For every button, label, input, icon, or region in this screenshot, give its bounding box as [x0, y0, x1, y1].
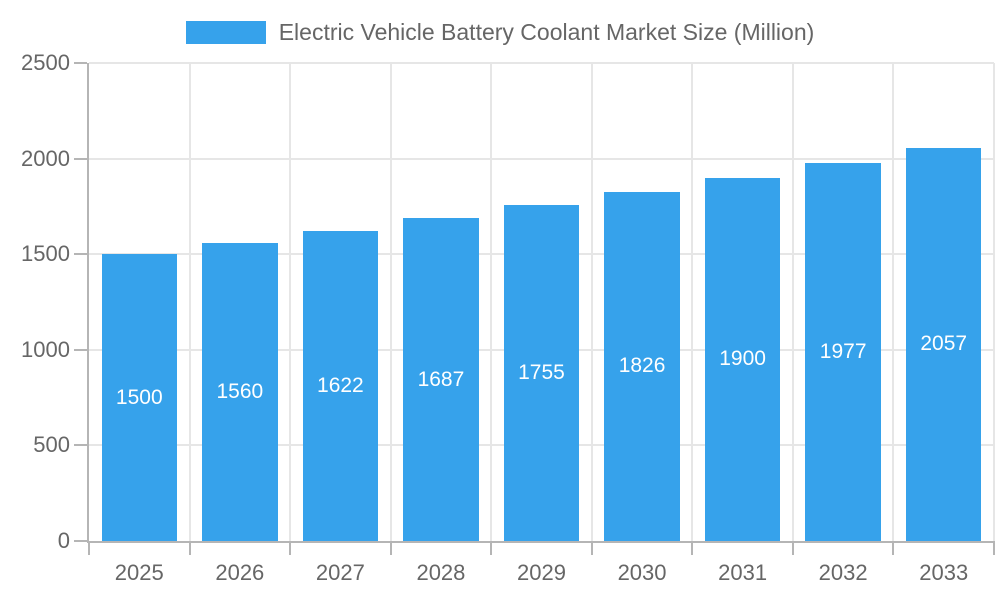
bar	[101, 254, 177, 541]
bar	[202, 242, 278, 541]
bar-value-label: 1755	[518, 361, 565, 385]
bar	[503, 205, 580, 541]
legend-swatch	[185, 21, 266, 44]
y-axis-tick	[74, 62, 87, 64]
bar-value-label: 1900	[719, 347, 766, 371]
y-axis-tick	[74, 348, 87, 351]
bar-value-label: 1687	[417, 367, 465, 391]
bar-value-label: 1622	[317, 373, 364, 397]
y-axis-label: 2000	[21, 145, 70, 171]
legend-label: Electric Vehicle Battery Coolant Market …	[278, 19, 815, 45]
gridline-horizontal	[89, 62, 994, 64]
gridline-vertical	[791, 63, 794, 541]
x-axis-tick	[993, 541, 995, 555]
x-axis-label: 2029	[517, 560, 566, 585]
bar-value-label: 1500	[115, 385, 163, 409]
gridline-vertical	[691, 63, 694, 541]
x-axis-label: 2028	[416, 560, 466, 585]
x-axis-line	[87, 541, 994, 543]
bar	[302, 230, 379, 541]
y-axis-tick	[74, 540, 87, 542]
y-axis-tick	[74, 157, 87, 160]
bar	[704, 177, 781, 541]
gridline-vertical	[389, 63, 392, 541]
bar	[403, 218, 479, 541]
bar	[604, 191, 680, 541]
gridline-vertical	[289, 63, 292, 541]
x-axis-label: 2025	[114, 560, 164, 585]
y-axis-tick	[74, 444, 87, 447]
gridline-vertical	[490, 63, 493, 541]
bar-value-label: 1560	[216, 379, 264, 403]
y-axis-label: 0	[57, 528, 70, 553]
gridline-vertical	[590, 63, 593, 541]
gridline-horizontal	[89, 157, 994, 160]
gridline-vertical	[892, 63, 895, 541]
bar	[805, 162, 881, 541]
x-axis-label: 2027	[315, 560, 365, 585]
x-axis-label: 2032	[818, 560, 868, 585]
x-axis-tick	[289, 541, 292, 555]
x-axis-label: 2033	[919, 560, 969, 585]
gridline-vertical	[188, 63, 191, 541]
x-axis-tick	[791, 541, 794, 555]
x-axis-label: 2031	[718, 560, 768, 585]
x-axis-tick	[490, 541, 493, 555]
chart-legend[interactable]: Electric Vehicle Battery Coolant Market …	[0, 19, 1000, 46]
x-axis-tick	[892, 541, 895, 555]
bar	[906, 147, 982, 541]
x-axis-tick	[88, 541, 90, 555]
x-axis-label: 2026	[215, 560, 265, 585]
y-axis-label: 500	[33, 432, 70, 458]
x-axis-label: 2030	[617, 560, 667, 585]
bar-value-label: 1826	[618, 354, 666, 378]
y-axis-line	[87, 63, 89, 543]
gridline-vertical	[993, 63, 995, 541]
bar-value-label: 1977	[819, 339, 867, 363]
x-axis-tick	[188, 541, 191, 555]
y-axis-label: 1500	[21, 241, 70, 267]
y-axis-label: 1000	[21, 336, 70, 362]
bar-value-label: 2057	[920, 332, 968, 356]
x-axis-tick	[389, 541, 392, 555]
x-axis-tick	[590, 541, 593, 555]
y-axis-tick	[74, 253, 87, 256]
x-axis-tick	[691, 541, 694, 555]
y-axis-label: 2500	[21, 50, 70, 75]
